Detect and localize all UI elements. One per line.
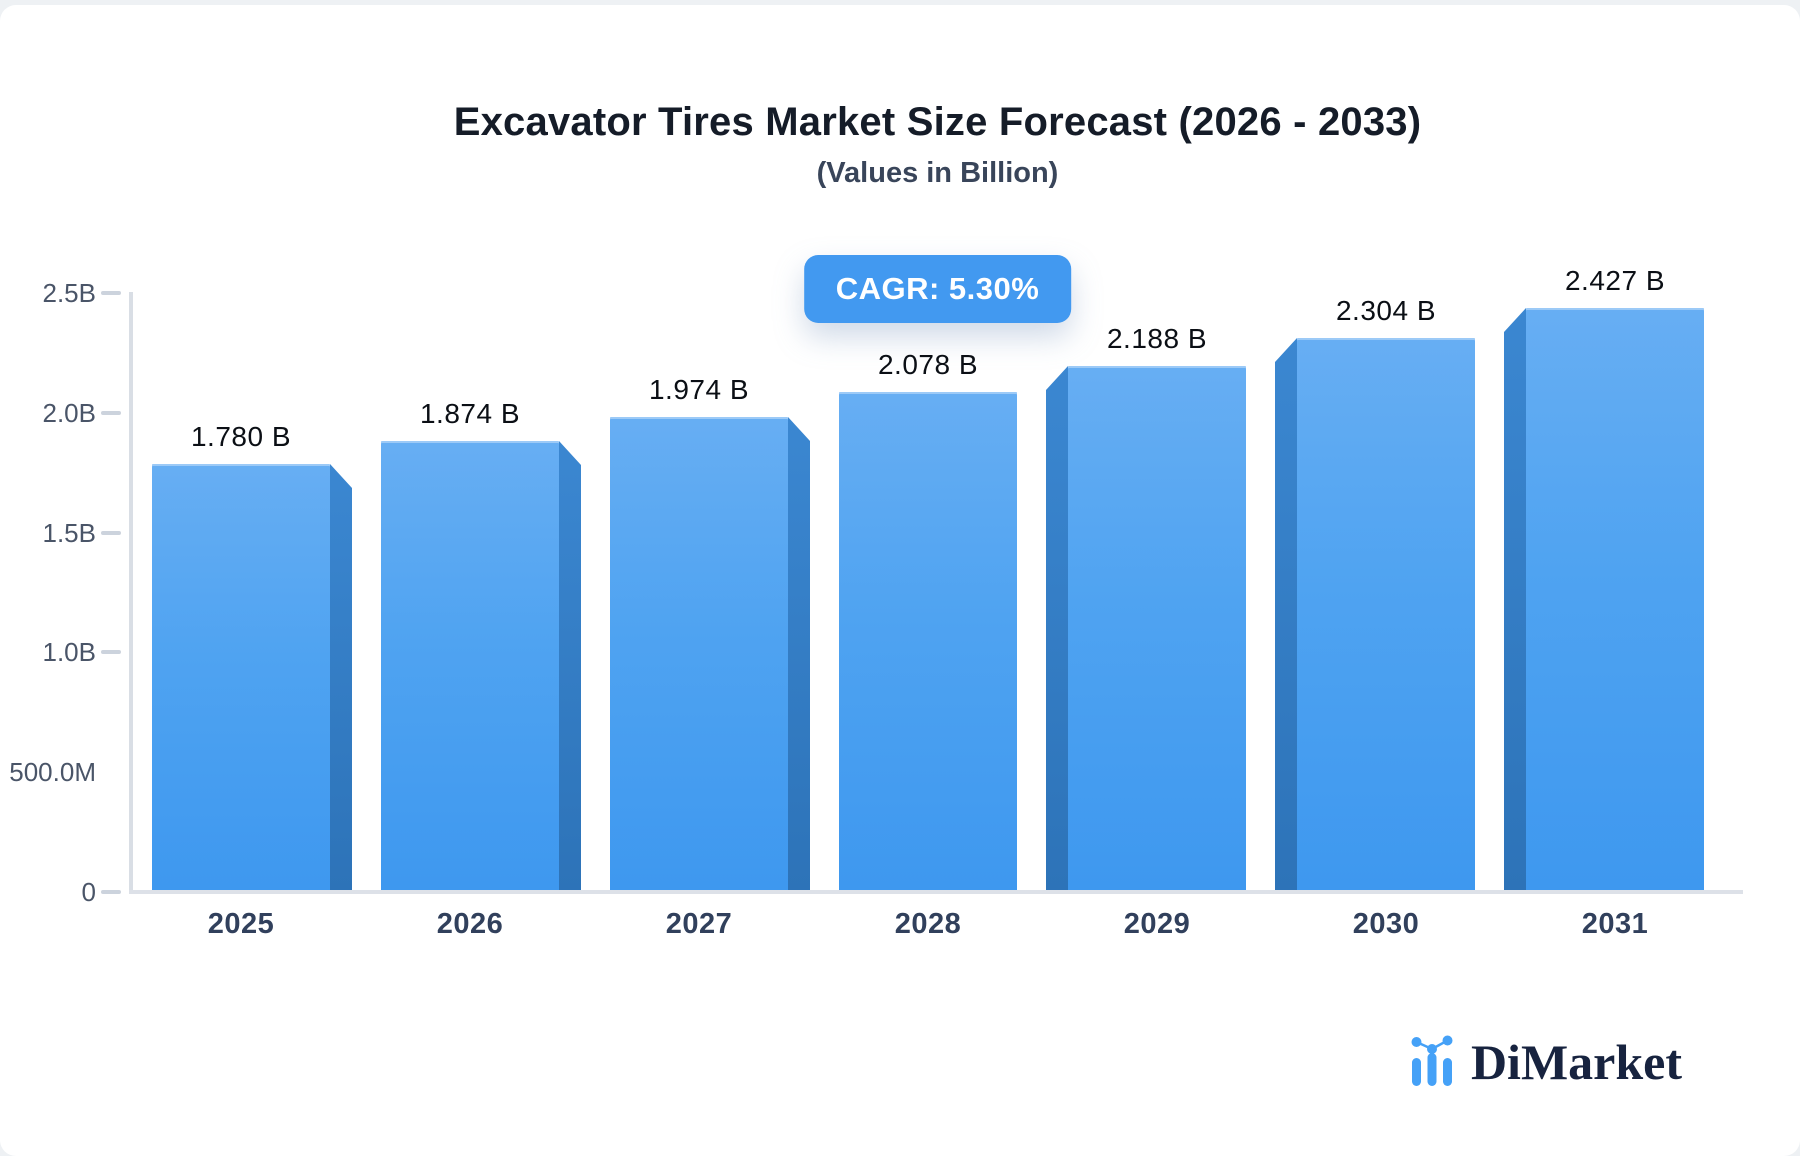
chart-title: Excavator Tires Market Size Forecast (20… xyxy=(453,100,1422,144)
x-tick-label: 2028 xyxy=(894,908,962,940)
bar-2031 xyxy=(1526,308,1704,890)
bar-value-label: 2.427 B xyxy=(1564,265,1666,296)
y-tick-dash xyxy=(101,650,121,655)
y-tick-label: 500.0M xyxy=(9,757,96,788)
x-tick-label: 2027 xyxy=(665,908,733,940)
x-tick-label: 2031 xyxy=(1581,908,1649,940)
brand-logo: DiMarket xyxy=(1409,1033,1682,1088)
y-tick-dash xyxy=(101,291,121,295)
bar-3d-face xyxy=(559,441,581,890)
bar-3d-face xyxy=(1504,308,1526,890)
bar-3d-face xyxy=(330,464,352,890)
x-tick-label: 2026 xyxy=(436,908,504,940)
y-tick-dash xyxy=(101,530,121,535)
cagr-badge: CAGR: 5.30% xyxy=(803,255,1072,323)
logo-text: DiMarket xyxy=(1470,1034,1682,1090)
bar-value-label: 2.304 B xyxy=(1335,295,1437,326)
bar-3d-face xyxy=(1046,366,1068,890)
chart-card: Excavator Tires Market Size Forecast (20… xyxy=(0,5,1800,1156)
x-tick-label: 2029 xyxy=(1123,908,1191,940)
y-tick-label: 1.5B xyxy=(42,517,97,548)
bar-2030 xyxy=(1297,338,1475,890)
bar-2027 xyxy=(610,417,788,890)
y-tick-label: 2.5B xyxy=(42,278,97,308)
bar-value-label: 2.188 B xyxy=(1106,323,1208,354)
x-tick-label: 2030 xyxy=(1352,908,1420,940)
chart-subtitle: (Values in Billion) xyxy=(816,157,1059,189)
bar-3d-face xyxy=(1275,338,1297,890)
y-tick-label: 0 xyxy=(81,877,96,907)
bar-value-label: 2.078 B xyxy=(877,349,979,380)
chart-header: Excavator Tires Market Size Forecast (20… xyxy=(132,5,1743,323)
x-tick-label: 2025 xyxy=(207,908,275,940)
bar-2029 xyxy=(1068,366,1246,890)
y-tick-label: 1.0B xyxy=(42,637,97,668)
y-tick-label: 2.0B xyxy=(42,397,97,428)
y-tick-dash xyxy=(101,410,121,415)
bar-3d-face xyxy=(788,417,810,890)
bar-2028 xyxy=(839,392,1017,890)
logo-mark-icon xyxy=(1411,1035,1453,1086)
y-tick-dash xyxy=(101,890,121,894)
bar-2025 xyxy=(152,464,330,890)
bar-2026 xyxy=(381,441,559,890)
y-axis-line xyxy=(129,292,133,893)
bar-value-label: 1.874 B xyxy=(419,398,521,429)
bar-value-label: 1.780 B xyxy=(190,421,292,452)
cagr-badge-label: CAGR: 5.30% xyxy=(835,271,1040,306)
bar-value-label: 1.974 B xyxy=(648,374,750,405)
x-axis-line xyxy=(129,890,1743,894)
